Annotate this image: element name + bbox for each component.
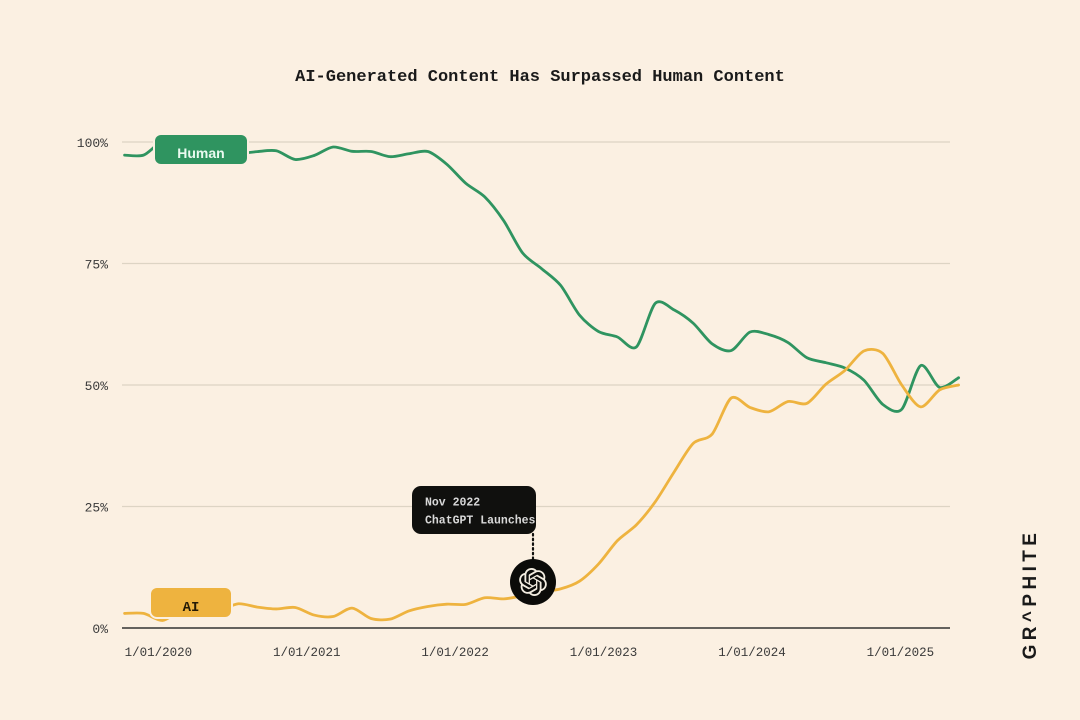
svg-text:1/01/2024: 1/01/2024 [718, 646, 786, 660]
svg-text:1/01/2025: 1/01/2025 [867, 646, 935, 660]
svg-text:1/01/2020: 1/01/2020 [125, 646, 193, 660]
svg-text:25%: 25% [85, 501, 109, 516]
svg-text:GR^PHITE: GR^PHITE [1020, 529, 1041, 660]
svg-text:75%: 75% [85, 258, 109, 273]
svg-text:1/01/2022: 1/01/2022 [421, 646, 489, 660]
svg-text:100%: 100% [77, 136, 108, 151]
svg-text:Human: Human [177, 145, 224, 161]
svg-text:1/01/2021: 1/01/2021 [273, 646, 341, 660]
svg-text:Nov 2022: Nov 2022 [425, 497, 480, 510]
svg-text:50%: 50% [85, 379, 109, 394]
svg-text:ChatGPT Launches: ChatGPT Launches [425, 515, 536, 528]
svg-text:AI: AI [183, 600, 200, 616]
svg-text:1/01/2023: 1/01/2023 [570, 646, 638, 660]
svg-text:0%: 0% [92, 622, 108, 637]
